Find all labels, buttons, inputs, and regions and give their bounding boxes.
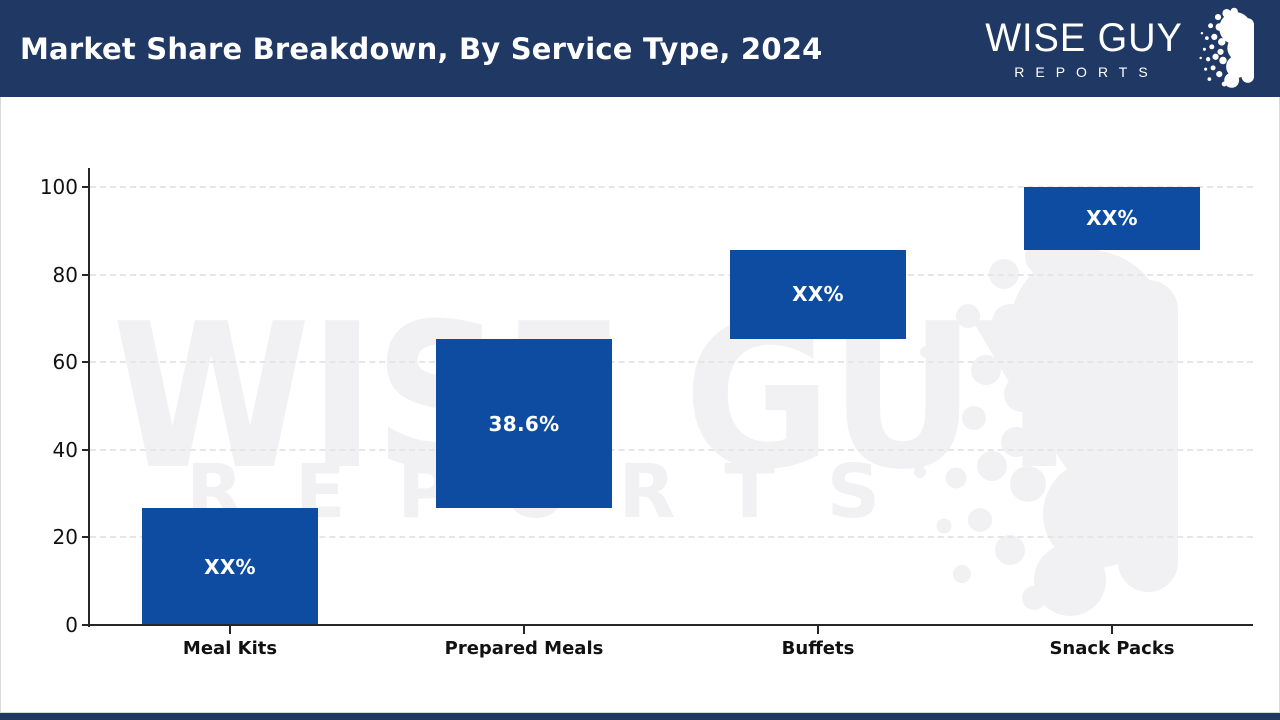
y-gridline [90, 536, 1253, 538]
x-category-label: Snack Packs [1049, 638, 1175, 659]
x-axis-line [88, 624, 1253, 626]
logo-wiseguy-text: WISE GUY [985, 16, 1183, 60]
x-tick-mark [229, 626, 231, 634]
y-gridline [90, 361, 1253, 363]
y-tick-mark [82, 449, 90, 451]
y-tick-label: 60 [52, 350, 78, 374]
bar-value-label: XX% [792, 282, 844, 307]
bar-value-label: 38.6% [488, 411, 560, 436]
x-category-label: Buffets [781, 638, 855, 659]
x-category-label: Prepared Meals [444, 638, 604, 659]
x-tick-mark [523, 626, 525, 634]
y-tick-label: 80 [52, 263, 78, 287]
bar-meal-kits: XX% [142, 508, 318, 625]
y-tick-label: 100 [39, 175, 78, 199]
y-gridline [90, 274, 1253, 276]
footer-bar [0, 712, 1280, 720]
logo-reports-text: REPORTS [1014, 64, 1159, 80]
y-tick-label: 20 [52, 525, 78, 549]
header-bar: Market Share Breakdown, By Service Type,… [0, 0, 1280, 97]
logo-text: WISE GUY REPORTS [980, 18, 1188, 79]
y-axis-line [88, 168, 90, 627]
y-tick-mark [82, 274, 90, 276]
x-category-label: Meal Kits [182, 638, 278, 659]
wise-guy-reports-logo: WISE GUY REPORTS [980, 7, 1254, 91]
bar-value-label: XX% [1086, 206, 1138, 231]
y-tick-mark [82, 361, 90, 363]
y-gridline [90, 449, 1253, 451]
y-gridline [90, 186, 1253, 188]
logo-dotted-head-icon [1199, 7, 1254, 88]
bar-snack-packs: XX% [1024, 187, 1200, 250]
x-tick-mark [817, 626, 819, 634]
y-tick-mark [82, 536, 90, 538]
bar-prepared-meals: 38.6% [436, 339, 612, 509]
bar-value-label: XX% [204, 554, 256, 579]
page-title: Market Share Breakdown, By Service Type,… [20, 31, 823, 66]
y-tick-mark [82, 624, 90, 626]
bar-buffets: XX% [730, 249, 906, 339]
y-tick-label: 40 [52, 438, 78, 462]
x-tick-mark [1111, 626, 1113, 634]
y-tick-mark [82, 186, 90, 188]
y-tick-label: 0 [65, 613, 78, 637]
